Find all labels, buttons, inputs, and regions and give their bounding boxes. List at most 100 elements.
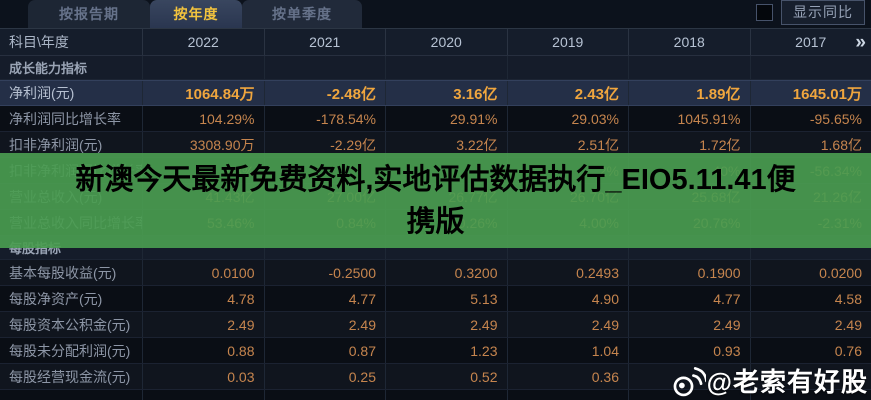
value-cell: 1.04 [506,338,629,363]
row-label: 每股经营现金流(元) [9,368,131,385]
value-cell: 1064.84万 [142,81,264,105]
row-label: 净利润(元) [9,85,75,101]
value-cell [749,364,871,389]
header-corner-label: 科目\年度 [9,34,69,50]
compare-yoy-control: 显示同比 [756,0,865,25]
value-cell: 2.49 [628,312,750,337]
section-empty-cell [142,56,264,79]
value-cell: 4.90 [506,286,629,311]
table-row[interactable]: 净利润(元) 1064.84万 -2.48亿 3.16亿 2.43亿 1.89亿 1645.… [0,80,871,106]
value-cell: -0.2500 [263,260,386,285]
value-cell: 0.0100 [142,260,264,285]
value-cell: 0.52 [385,364,507,389]
value-cell: -178.54% [263,106,386,131]
value-cell: 2.49 [749,312,871,337]
row-label: 净利润同比增长率 [9,110,121,127]
section-empty-cell [506,56,629,79]
value-cell: 0.93 [628,338,750,363]
strip-cell [142,390,264,400]
table-row[interactable]: 每股未分配利润(元) 0.88 0.87 1.23 1.04 0.93 0.76 [0,338,871,364]
promo-overlay-banner: 新澳今天最新免费资料,实地评估数据执行_EIO5.11.41便 携版 [0,153,871,248]
section-empty-cell [749,56,871,79]
value-cell: 1.72亿 [628,132,750,157]
value-cell: 2.49 [263,312,386,337]
value-cell: 4.78 [142,286,264,311]
row-label: 每股资本公积金(元) [9,316,131,333]
value-cell: 0.36 [506,364,629,389]
value-cell: 4.77 [263,286,386,311]
value-cell: 0.25 [263,364,386,389]
strip-cell [385,390,507,400]
value-cell: 29.03% [506,106,629,131]
value-cell: 0.76 [749,338,871,363]
value-cell: 1.23 [385,338,507,363]
value-cell: 4.77 [628,286,750,311]
value-cell: 2.49 [385,312,507,337]
value-cell: 0.88 [142,338,264,363]
row-label: 扣非净利润(元) [9,136,103,153]
watermark-handle: @老索有好股 [706,367,868,397]
value-cell: 4.58 [749,286,871,311]
promo-overlay-text-line2: 携版 [406,205,465,238]
table-row[interactable]: 净利润同比增长率 104.29% -178.54% 29.91% 29.03% 1045.… [0,106,871,132]
value-cell: 29.91% [385,106,507,131]
value-cell: 1645.01万 [749,81,871,105]
value-cell: 3.22亿 [385,132,507,157]
strip-cell [263,390,386,400]
value-cell: 2.49 [506,312,629,337]
value-cell: 2.43亿 [506,81,629,105]
table-row[interactable]: 每股净资产(元) 4.78 4.77 5.13 4.90 4.77 4.58 [0,286,871,312]
row-label: 基本每股收益(元) [9,264,117,281]
value-cell: 0.2493 [506,260,629,285]
strip-cell [506,390,629,400]
period-tabbar: 按报告期 按年度 按单季度 显示同比 [0,0,871,28]
tab-single-quarter[interactable]: 按单季度 [242,0,362,28]
value-cell: 3308.90万 [142,132,264,157]
value-cell: 0.1900 [628,260,750,285]
value-cell: 0.3200 [385,260,507,285]
bottom-strip [0,390,871,400]
section-header-row: 成长能力指标 [0,56,871,80]
value-cell: 2.49 [142,312,264,337]
value-cell [628,364,750,389]
table-row[interactable]: 每股资本公积金(元) 2.49 2.49 2.49 2.49 2.49 2.49 [0,312,871,338]
header-year-2020: 2020 [385,29,507,55]
watermark: @老索有好股 [670,362,868,399]
section-empty-cell [628,56,750,79]
header-year-2021: 2021 [263,29,386,55]
value-cell: -2.48亿 [263,81,386,105]
strip-cell [749,390,871,400]
value-cell: 0.03 [142,364,264,389]
table-header: 科目\年度 2022 2021 2020 2019 2018 2017 » [0,28,871,56]
value-cell: 1045.91% [628,106,750,131]
header-year-2018: 2018 [628,29,750,55]
row-label: 每股未分配利润(元) [9,342,131,359]
header-year-2017: 2017 [749,29,871,55]
header-year-2022: 2022 [142,29,264,55]
value-cell: 1.68亿 [749,132,871,157]
header-year-2019: 2019 [506,29,629,55]
section-title: 成长能力指标 [9,61,88,76]
weibo-eye-icon [673,366,706,396]
value-cell: 5.13 [385,286,507,311]
table-row[interactable]: 基本每股收益(元) 0.0100 -0.2500 0.3200 0.2493 0.1900… [0,260,871,286]
value-cell: 0.87 [263,338,386,363]
table-row[interactable]: 每股经营现金流(元) 0.03 0.25 0.52 0.36 [0,364,871,390]
tab-report-period[interactable]: 按报告期 [28,0,150,28]
value-cell: 0.0200 [749,260,871,285]
strip-cell [628,390,750,400]
compare-yoy-checkbox[interactable] [756,4,773,21]
promo-overlay-text-line1: 新澳今天最新免费资料,实地评估数据执行_EIO5.11.41便 [75,163,796,196]
tab-annual[interactable]: 按年度 [150,0,242,28]
row-label: 每股净资产(元) [9,290,103,307]
value-cell: 104.29% [142,106,264,131]
value-cell: 1.89亿 [628,81,750,105]
more-years-chevron-icon[interactable]: » [855,32,866,53]
section-empty-cell [385,56,507,79]
compare-yoy-button[interactable]: 显示同比 [781,0,865,25]
value-cell: 3.16亿 [385,81,507,105]
section-empty-cell [263,56,386,79]
value-cell: -2.29亿 [263,132,386,157]
value-cell: -95.65% [749,106,871,131]
